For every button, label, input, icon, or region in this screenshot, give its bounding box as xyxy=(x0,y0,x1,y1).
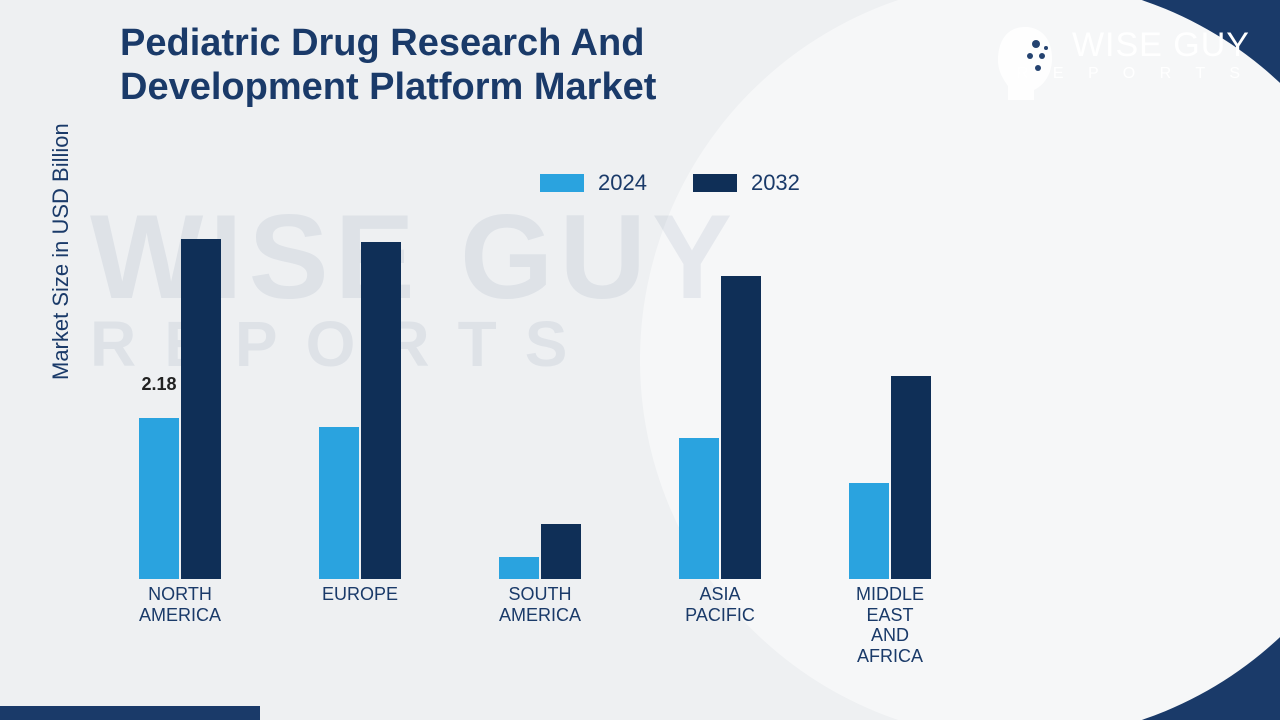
bar-value-label: 2.18 xyxy=(141,374,176,395)
bar-group xyxy=(110,239,250,579)
bar-group xyxy=(820,376,960,580)
x-axis-label: ASIAPACIFIC xyxy=(650,584,790,625)
bar-chart: 2.18 xyxy=(100,210,960,580)
footer-accent-bar xyxy=(0,706,260,720)
legend-label-2032: 2032 xyxy=(751,170,800,196)
x-axis-labels: NORTHAMERICA EUROPE SOUTHAMERICA ASIAPACIFI… xyxy=(100,584,960,704)
chart-title: Pediatric Drug Research And Development … xyxy=(120,22,760,109)
bar-2032 xyxy=(361,242,401,579)
legend-item-2032: 2032 xyxy=(693,170,800,196)
bar-2024 xyxy=(849,483,889,579)
bar-2024 xyxy=(679,438,719,579)
bar-2032 xyxy=(541,524,581,580)
bar-2032 xyxy=(181,239,221,579)
legend-swatch-2024 xyxy=(540,174,584,192)
logo-line-1: WISE GUY xyxy=(1017,28,1250,62)
bar-group xyxy=(650,276,790,579)
bar-2032 xyxy=(891,376,931,580)
x-axis-label: SOUTHAMERICA xyxy=(470,584,610,625)
legend: 2024 2032 xyxy=(540,170,800,196)
logo-line-2: R E P O R T S xyxy=(1017,66,1250,82)
legend-swatch-2032 xyxy=(693,174,737,192)
bar-2024 xyxy=(499,557,539,579)
legend-item-2024: 2024 xyxy=(540,170,647,196)
bar-group xyxy=(470,524,610,580)
x-axis-label: NORTHAMERICA xyxy=(110,584,250,625)
bar-2032 xyxy=(721,276,761,579)
bar-2024 xyxy=(139,418,179,579)
y-axis-label: Market Size in USD Billion xyxy=(48,123,74,380)
bar-2024 xyxy=(319,427,359,579)
bar-group xyxy=(290,242,430,579)
brand-logo: WISE GUY R E P O R T S xyxy=(1017,28,1250,82)
x-axis-label: EUROPE xyxy=(290,584,430,605)
x-axis-label: MIDDLEEASTANDAFRICA xyxy=(820,584,960,667)
legend-label-2024: 2024 xyxy=(598,170,647,196)
